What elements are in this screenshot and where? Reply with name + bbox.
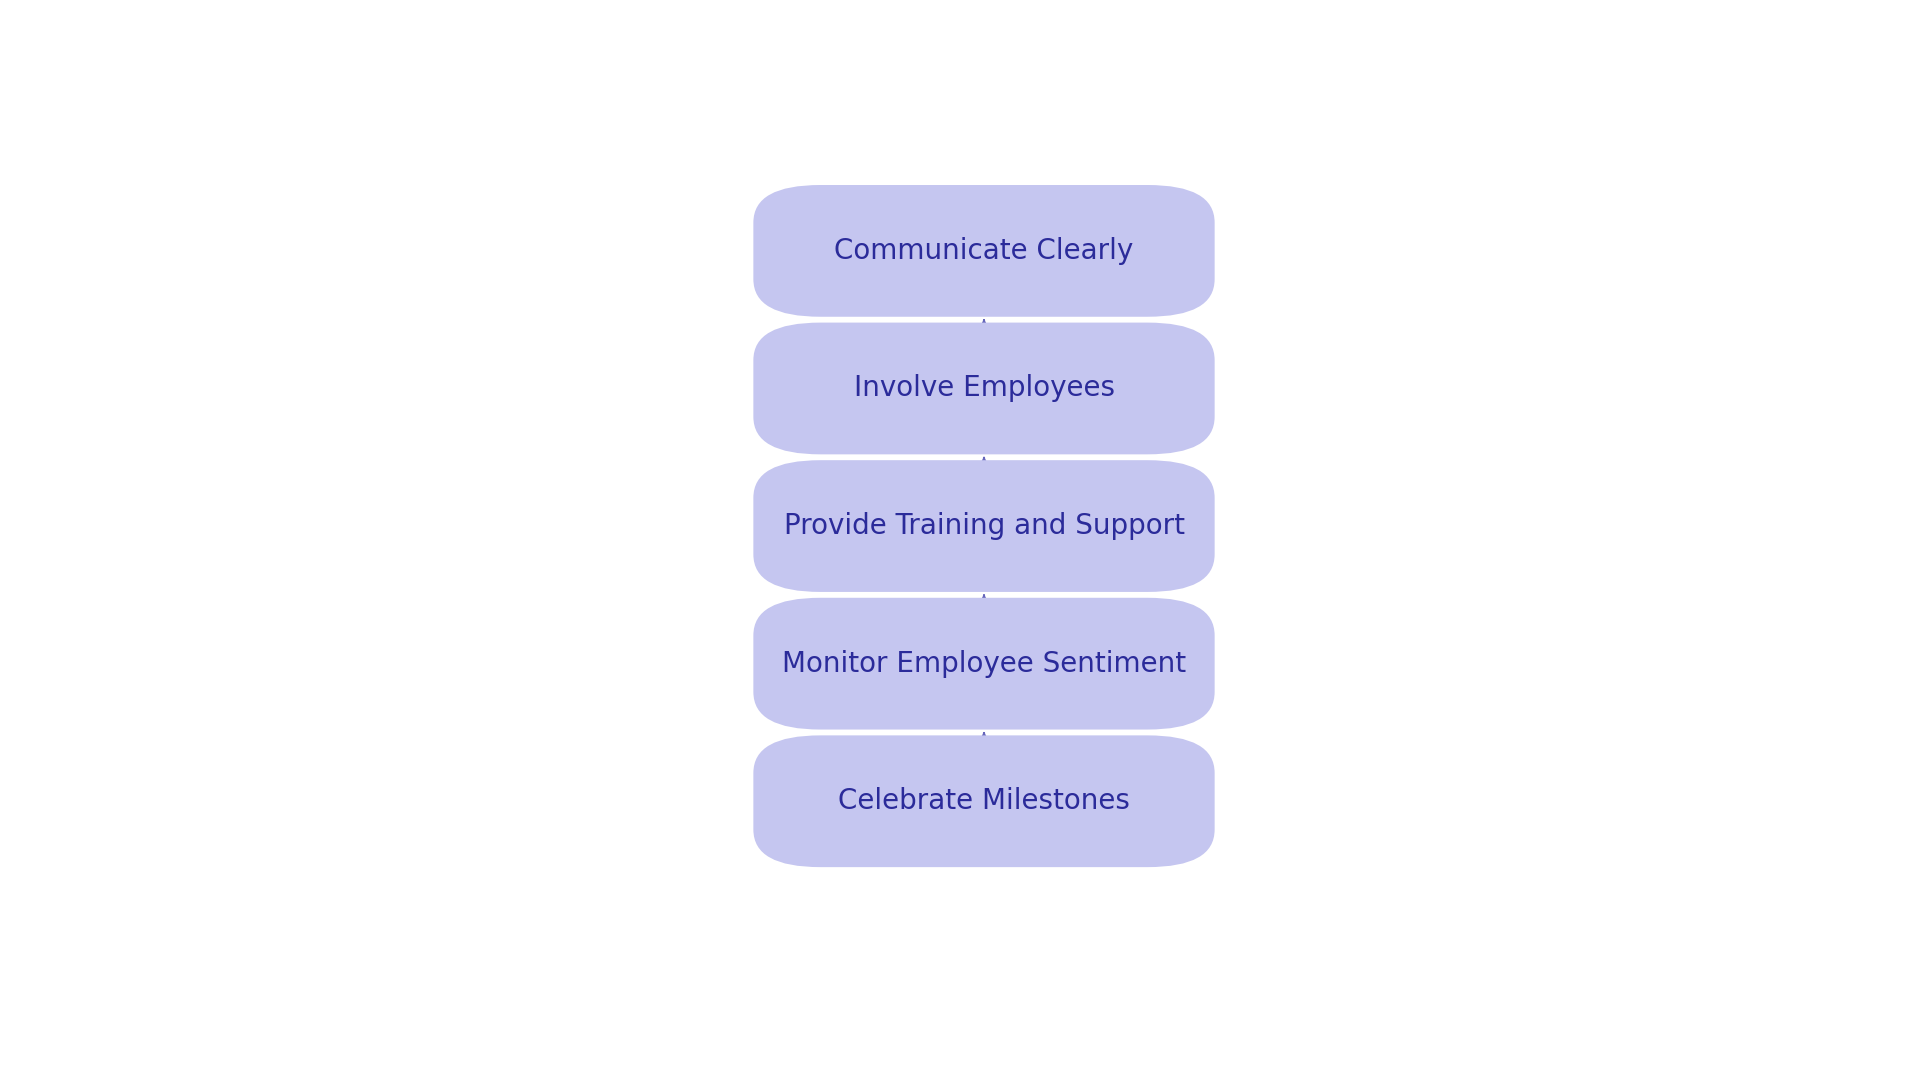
FancyBboxPatch shape <box>753 185 1215 316</box>
Text: Provide Training and Support: Provide Training and Support <box>783 512 1185 540</box>
Text: Celebrate Milestones: Celebrate Milestones <box>837 787 1131 815</box>
Text: Monitor Employee Sentiment: Monitor Employee Sentiment <box>781 650 1187 678</box>
FancyBboxPatch shape <box>753 598 1215 730</box>
Text: Involve Employees: Involve Employees <box>854 375 1114 403</box>
FancyBboxPatch shape <box>753 323 1215 455</box>
FancyBboxPatch shape <box>753 735 1215 867</box>
FancyBboxPatch shape <box>753 460 1215 592</box>
Text: Communicate Clearly: Communicate Clearly <box>835 237 1133 265</box>
